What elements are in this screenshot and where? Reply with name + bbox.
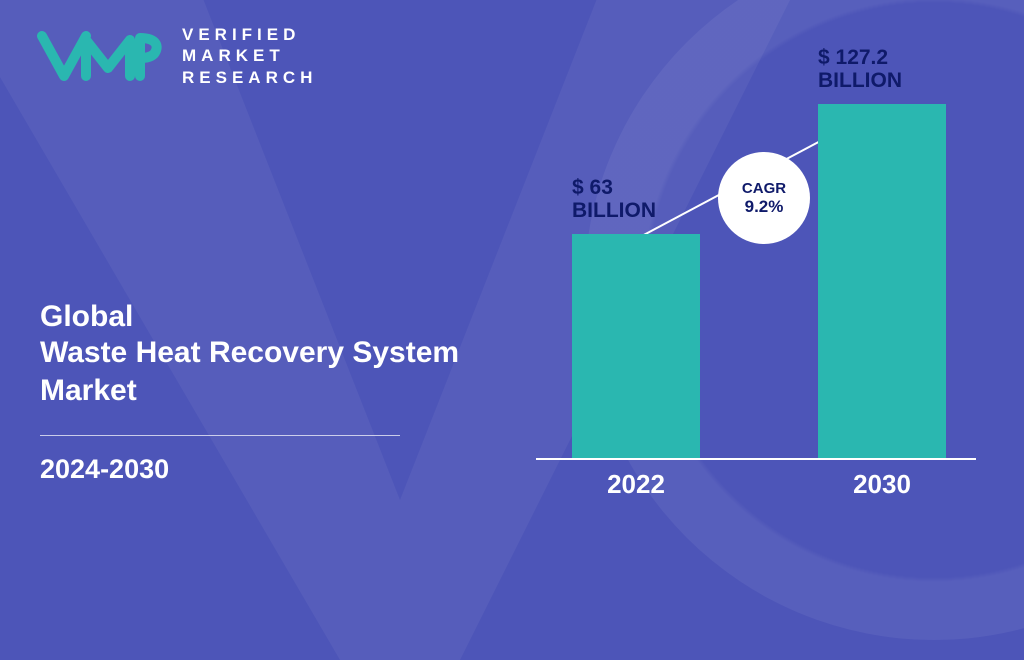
- year-label-2022: 2022: [572, 469, 700, 500]
- brand-line2: MARKET: [182, 45, 317, 66]
- title-main-line2: Market: [40, 372, 459, 410]
- brand-line1: VERIFIED: [182, 24, 317, 45]
- bar-amount-2022: $ 63: [572, 176, 656, 199]
- bar-2022: [572, 234, 700, 458]
- cagr-label: CAGR: [742, 180, 786, 197]
- brand-text: VERIFIED MARKET RESEARCH: [182, 24, 317, 88]
- market-bar-chart: $ 63 BILLION 2022 $ 127.2 BILLION 2030 C…: [536, 44, 976, 504]
- title-divider: [40, 435, 400, 436]
- bar-unit-2022: BILLION: [572, 199, 656, 222]
- bar-amount-2030: $ 127.2: [818, 46, 902, 69]
- bar-label-2030: $ 127.2 BILLION: [818, 46, 902, 92]
- x-axis: [536, 458, 976, 460]
- brand-line3: RESEARCH: [182, 67, 317, 88]
- bar-2030: [818, 104, 946, 458]
- title-global: Global: [40, 300, 459, 334]
- bar-label-2022: $ 63 BILLION: [572, 176, 656, 222]
- year-label-2030: 2030: [818, 469, 946, 500]
- title-years: 2024-2030: [40, 454, 459, 485]
- brand-logo: VERIFIED MARKET RESEARCH: [36, 24, 317, 88]
- title-block: Global Waste Heat Recovery System Market…: [40, 300, 459, 485]
- vmr-logo-icon: [36, 28, 164, 84]
- cagr-badge: CAGR 9.2%: [718, 152, 810, 244]
- title-main-line1: Waste Heat Recovery System: [40, 334, 459, 372]
- cagr-value: 9.2%: [745, 197, 784, 217]
- bar-unit-2030: BILLION: [818, 69, 902, 92]
